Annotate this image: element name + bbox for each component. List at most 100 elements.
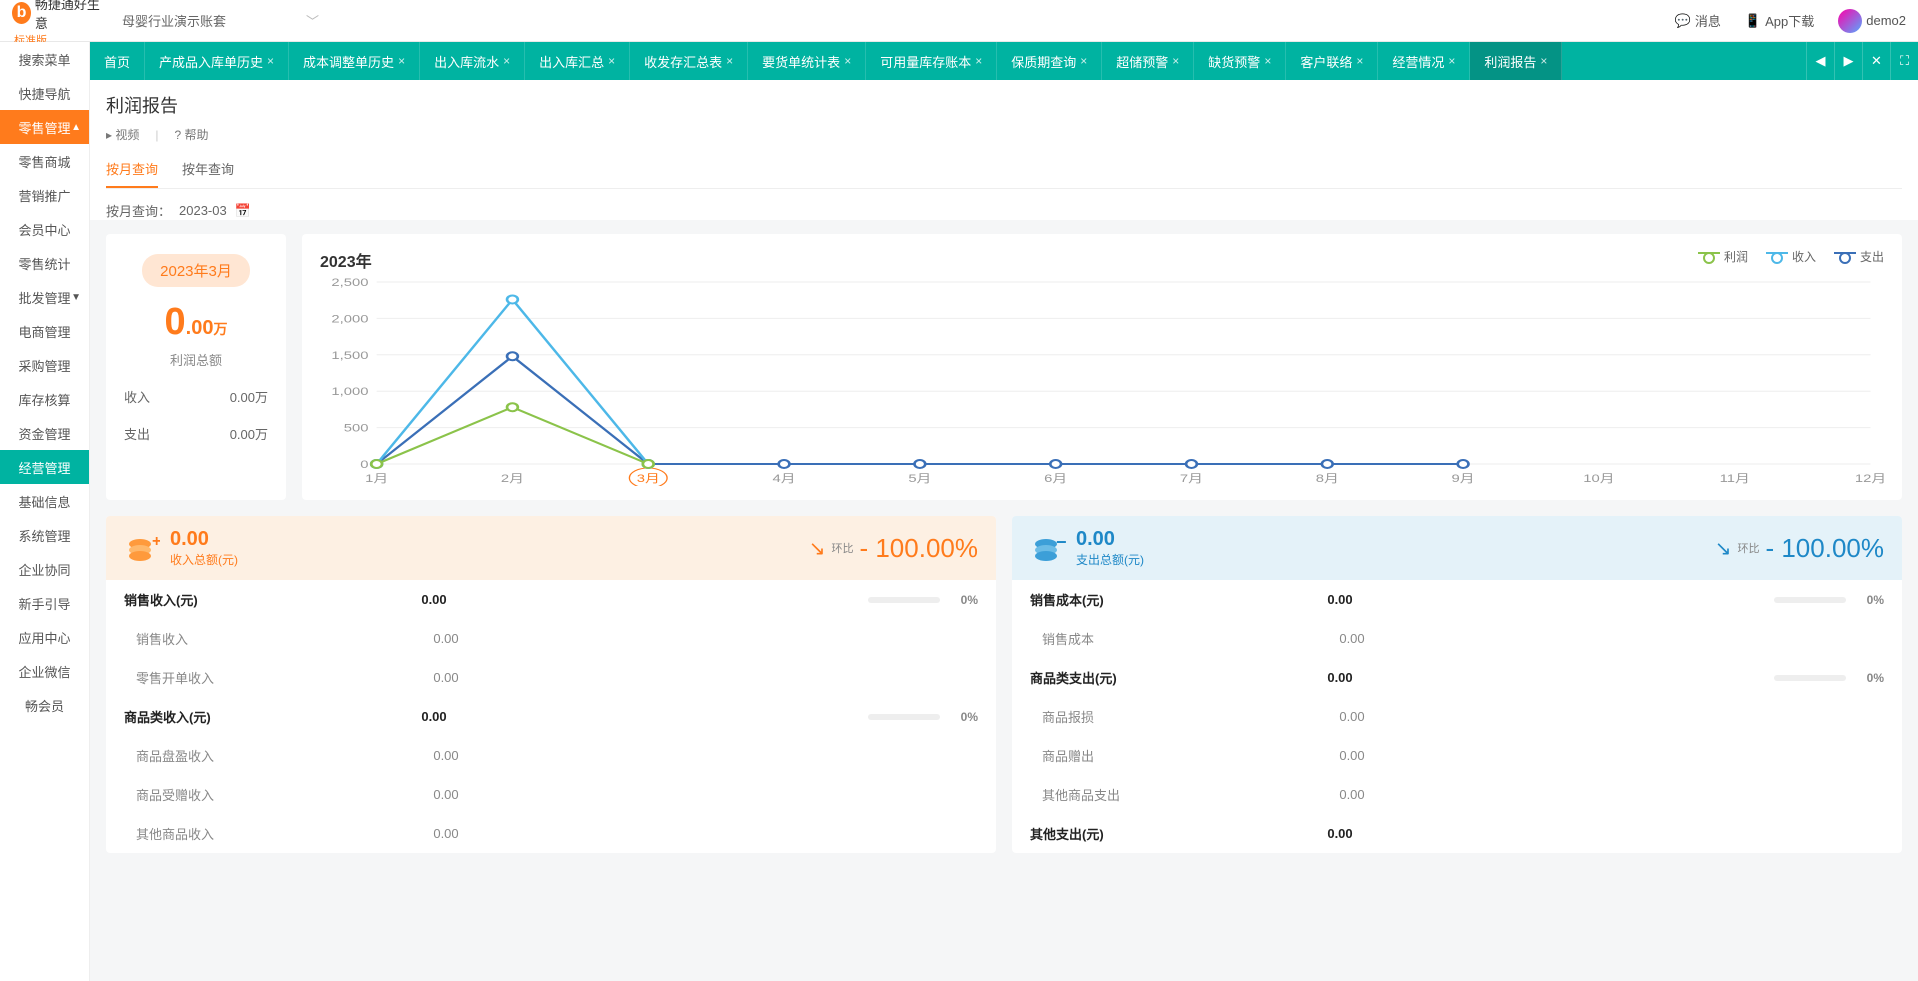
svg-text:12月: 12月	[1855, 472, 1884, 485]
video-link[interactable]: ▸ 视频	[106, 126, 139, 143]
row-value: 0.00	[324, 709, 544, 724]
svg-text:2,000: 2,000	[331, 312, 368, 325]
row-value: 0.00	[324, 592, 544, 607]
tab-label: 出入库流水	[434, 52, 499, 71]
tab-9[interactable]: 超储预警×	[1102, 42, 1194, 80]
tab-label: 经营情况	[1392, 52, 1444, 71]
close-icon[interactable]: ×	[1172, 54, 1179, 68]
user-menu[interactable]: demo2	[1838, 9, 1906, 33]
svg-text:8月: 8月	[1316, 472, 1339, 485]
chevron-down-icon: ﹀	[306, 11, 319, 30]
sidebar-item-10[interactable]: 库存核算	[0, 382, 89, 416]
close-icon[interactable]: ×	[608, 54, 615, 68]
close-icon[interactable]: ×	[398, 54, 405, 68]
sidebar-item-17[interactable]: 应用中心	[0, 620, 89, 654]
close-icon[interactable]: ×	[1540, 54, 1547, 68]
tab-3[interactable]: 出入库流水 ×	[420, 42, 525, 80]
sidebar-item-15[interactable]: 企业协同	[0, 552, 89, 586]
tab-7[interactable]: 可用量库存账本×	[866, 42, 997, 80]
close-icon[interactable]: ×	[1264, 54, 1271, 68]
row-label: 商品受赠收入	[136, 785, 336, 804]
close-icon[interactable]: ×	[1356, 54, 1363, 68]
tab-12[interactable]: 经营情况 ×	[1378, 42, 1470, 80]
income-label: 收入	[124, 387, 150, 406]
tab-label: 产成品入库单历史	[159, 52, 263, 71]
close-icon[interactable]: ×	[726, 54, 733, 68]
row-pct: 0%	[1854, 593, 1884, 607]
income-panel: + 0.00 收入总额(元) ↘ 环比 - 100.00%	[106, 516, 996, 853]
tab-6[interactable]: 要货单统计表×	[748, 42, 866, 80]
tab-2[interactable]: 成本调整单历史 ×	[289, 42, 420, 80]
tab-5[interactable]: 收发存汇总表×	[630, 42, 748, 80]
sidebar-item-1[interactable]: 快捷导航	[0, 76, 89, 110]
coins-plus-icon: +	[124, 530, 160, 566]
account-name: 母婴行业演示账套	[122, 11, 226, 30]
close-icon[interactable]: ×	[1448, 54, 1455, 68]
row-label: 零售开单收入	[136, 668, 336, 687]
sidebar-item-12[interactable]: 经营管理	[0, 450, 89, 484]
svg-text:7月: 7月	[1180, 472, 1203, 485]
expense-total-label: 支出总额(元)	[1076, 551, 1144, 568]
sub-tab-yearly[interactable]: 按年查询	[182, 151, 234, 188]
message-icon: 💬	[1675, 13, 1691, 29]
sidebar-item-19[interactable]: 畅会员	[0, 688, 89, 722]
tab-8[interactable]: 保质期查询×	[997, 42, 1102, 80]
sidebar-item-7[interactable]: 批发管理▼	[0, 280, 89, 314]
hb-label: 环比	[831, 540, 853, 556]
tab-scroll-right[interactable]: ▶	[1834, 42, 1862, 80]
account-selector[interactable]: 母婴行业演示账套 ﹀	[122, 11, 319, 30]
messages-button[interactable]: 💬 消息	[1675, 11, 1721, 30]
expense-pct: - 100.00%	[1765, 533, 1884, 564]
close-icon[interactable]: ×	[267, 54, 274, 68]
row-value: 0.00	[1242, 748, 1462, 763]
svg-text:0: 0	[360, 458, 368, 471]
tab-fullscreen[interactable]: ⛶	[1890, 42, 1918, 80]
tab-1[interactable]: 产成品入库单历史 ×	[145, 42, 289, 80]
sidebar-item-16[interactable]: 新手引导	[0, 586, 89, 620]
data-row: 商品类收入(元)0.000%	[106, 697, 996, 736]
query-value: 2023-03	[179, 203, 227, 218]
help-link[interactable]: ? 帮助	[175, 126, 209, 143]
sidebar-item-18[interactable]: 企业微信	[0, 654, 89, 688]
chevron-icon: ▲	[71, 122, 81, 133]
sidebar-item-0[interactable]: 搜索菜单	[0, 42, 89, 76]
tab-0[interactable]: 首页	[90, 42, 145, 80]
calendar-icon[interactable]: 📅	[235, 203, 251, 219]
tab-scroll-left[interactable]: ◀	[1806, 42, 1834, 80]
close-icon[interactable]: ×	[844, 54, 851, 68]
row-label: 其他商品收入	[136, 824, 336, 843]
app-download-button[interactable]: 📱 App下载	[1745, 11, 1814, 30]
row-value: 0.00	[1242, 787, 1462, 802]
sidebar-item-8[interactable]: 电商管理	[0, 314, 89, 348]
tab-label: 成本调整单历史	[303, 52, 394, 71]
data-row: 销售成本0.00	[1012, 619, 1902, 658]
row-label: 销售成本	[1042, 629, 1242, 648]
sidebar-item-6[interactable]: 零售统计	[0, 246, 89, 280]
sidebar-item-14[interactable]: 系统管理	[0, 518, 89, 552]
page-title: 利润报告	[106, 92, 1902, 118]
sidebar-item-4[interactable]: 营销推广	[0, 178, 89, 212]
username: demo2	[1866, 13, 1906, 28]
tab-close-all[interactable]: ✕	[1862, 42, 1890, 80]
income-pct: - 100.00%	[859, 533, 978, 564]
close-icon[interactable]: ×	[1080, 54, 1087, 68]
sidebar-item-9[interactable]: 采购管理	[0, 348, 89, 382]
logo-icon: b	[12, 2, 31, 24]
row-label: 销售收入(元)	[124, 590, 324, 609]
svg-text:1月: 1月	[365, 472, 388, 485]
svg-text:2,500: 2,500	[331, 276, 368, 289]
coins-minus-icon: −	[1030, 530, 1066, 566]
summary-card: 2023年3月 0.00万 利润总额 收入 0.00万 支出 0.00万	[106, 234, 286, 500]
sidebar-item-2[interactable]: 零售管理▲	[0, 110, 89, 144]
tab-13[interactable]: 利润报告×	[1470, 42, 1562, 80]
sub-tab-monthly[interactable]: 按月查询	[106, 151, 158, 188]
close-icon[interactable]: ×	[975, 54, 982, 68]
close-icon[interactable]: ×	[503, 54, 510, 68]
tab-4[interactable]: 出入库汇总×	[525, 42, 630, 80]
sidebar-item-5[interactable]: 会员中心	[0, 212, 89, 246]
sidebar-item-3[interactable]: 零售商城	[0, 144, 89, 178]
tab-11[interactable]: 客户联络×	[1286, 42, 1378, 80]
sidebar-item-11[interactable]: 资金管理	[0, 416, 89, 450]
tab-10[interactable]: 缺货预警×	[1194, 42, 1286, 80]
sidebar-item-13[interactable]: 基础信息	[0, 484, 89, 518]
